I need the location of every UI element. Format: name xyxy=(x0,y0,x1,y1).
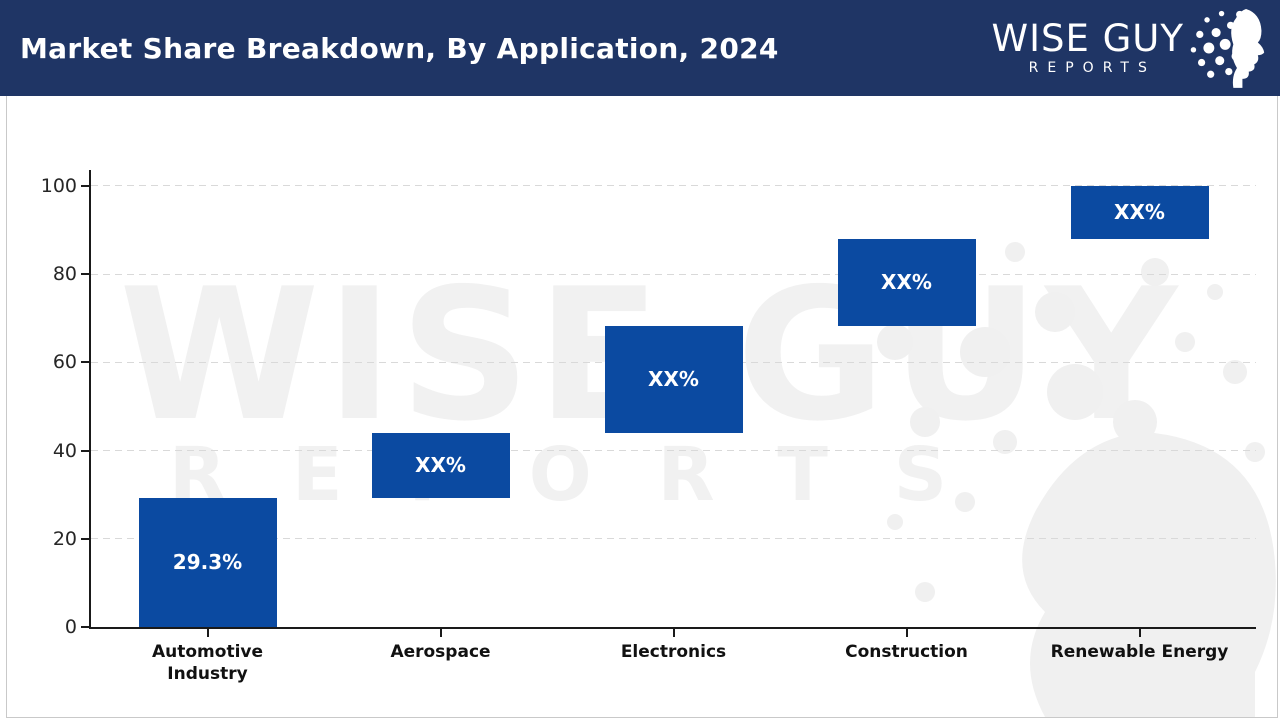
x-tick-mark xyxy=(439,629,442,637)
bar-aerospace: XX% xyxy=(371,432,510,498)
y-tick-mark xyxy=(81,273,89,276)
x-label-aerospace: Aerospace xyxy=(390,642,491,662)
y-tick-mark xyxy=(81,449,89,452)
y-tick-label: 20 xyxy=(52,527,77,550)
y-tick-label: 0 xyxy=(64,616,77,638)
logo-wordmark: WISE GUY xyxy=(991,17,1184,61)
gridline-100 xyxy=(91,185,1256,187)
x-tick-mark xyxy=(672,629,675,637)
bar-automotive-industry: 29.3% xyxy=(138,497,277,627)
logo-subtext: REPORTS xyxy=(1028,59,1156,76)
x-label-construction: Construction xyxy=(845,642,968,662)
y-tick-mark xyxy=(81,626,89,628)
x-tick-mark xyxy=(905,629,908,637)
plot-area: 0 20 40 60 80 100 29.3% Automotive Industry XX% A… xyxy=(41,170,1256,684)
y-tick-label: 100 xyxy=(40,174,77,197)
wise-guy-logo: WISE GUY REPORTS xyxy=(992,6,1266,90)
logo-text: WISE GUY REPORTS xyxy=(991,17,1184,76)
bar-electronics: XX% xyxy=(604,325,743,433)
gridline-80 xyxy=(91,273,1256,275)
y-tick-label: 60 xyxy=(52,351,77,374)
gridline-40 xyxy=(91,450,1256,452)
x-tick-mark xyxy=(206,629,209,637)
bar-value-label: XX% xyxy=(1114,200,1165,225)
page-title: Market Share Breakdown, By Application, … xyxy=(20,31,779,65)
header: Market Share Breakdown, By Application, … xyxy=(0,0,1280,96)
gridline-20 xyxy=(91,538,1256,540)
x-label-automotive-industry: Automotive Industry xyxy=(151,642,264,684)
x-label-electronics: Electronics xyxy=(620,642,727,662)
bar-value-label: XX% xyxy=(881,270,932,295)
bar-value-label: XX% xyxy=(415,453,466,478)
x-label-renewable-energy: Renewable Energy xyxy=(1050,642,1229,662)
bar-renewable-energy: XX% xyxy=(1070,185,1209,239)
y-tick-label: 40 xyxy=(52,439,77,462)
bar-value-label: XX% xyxy=(648,367,699,392)
y-tick-mark xyxy=(81,184,89,187)
chart-figure: WISE GUY REPORTS 0 20 40 60 80 100 29.3% Automo… xyxy=(6,96,1278,718)
logo-head-icon xyxy=(1190,9,1265,88)
y-tick-mark xyxy=(81,537,89,540)
bar-construction: XX% xyxy=(837,238,976,326)
y-tick-mark xyxy=(81,361,89,364)
bar-value-label: 29.3% xyxy=(172,550,243,575)
x-tick-mark xyxy=(1138,629,1141,637)
y-tick-label: 80 xyxy=(52,263,77,286)
